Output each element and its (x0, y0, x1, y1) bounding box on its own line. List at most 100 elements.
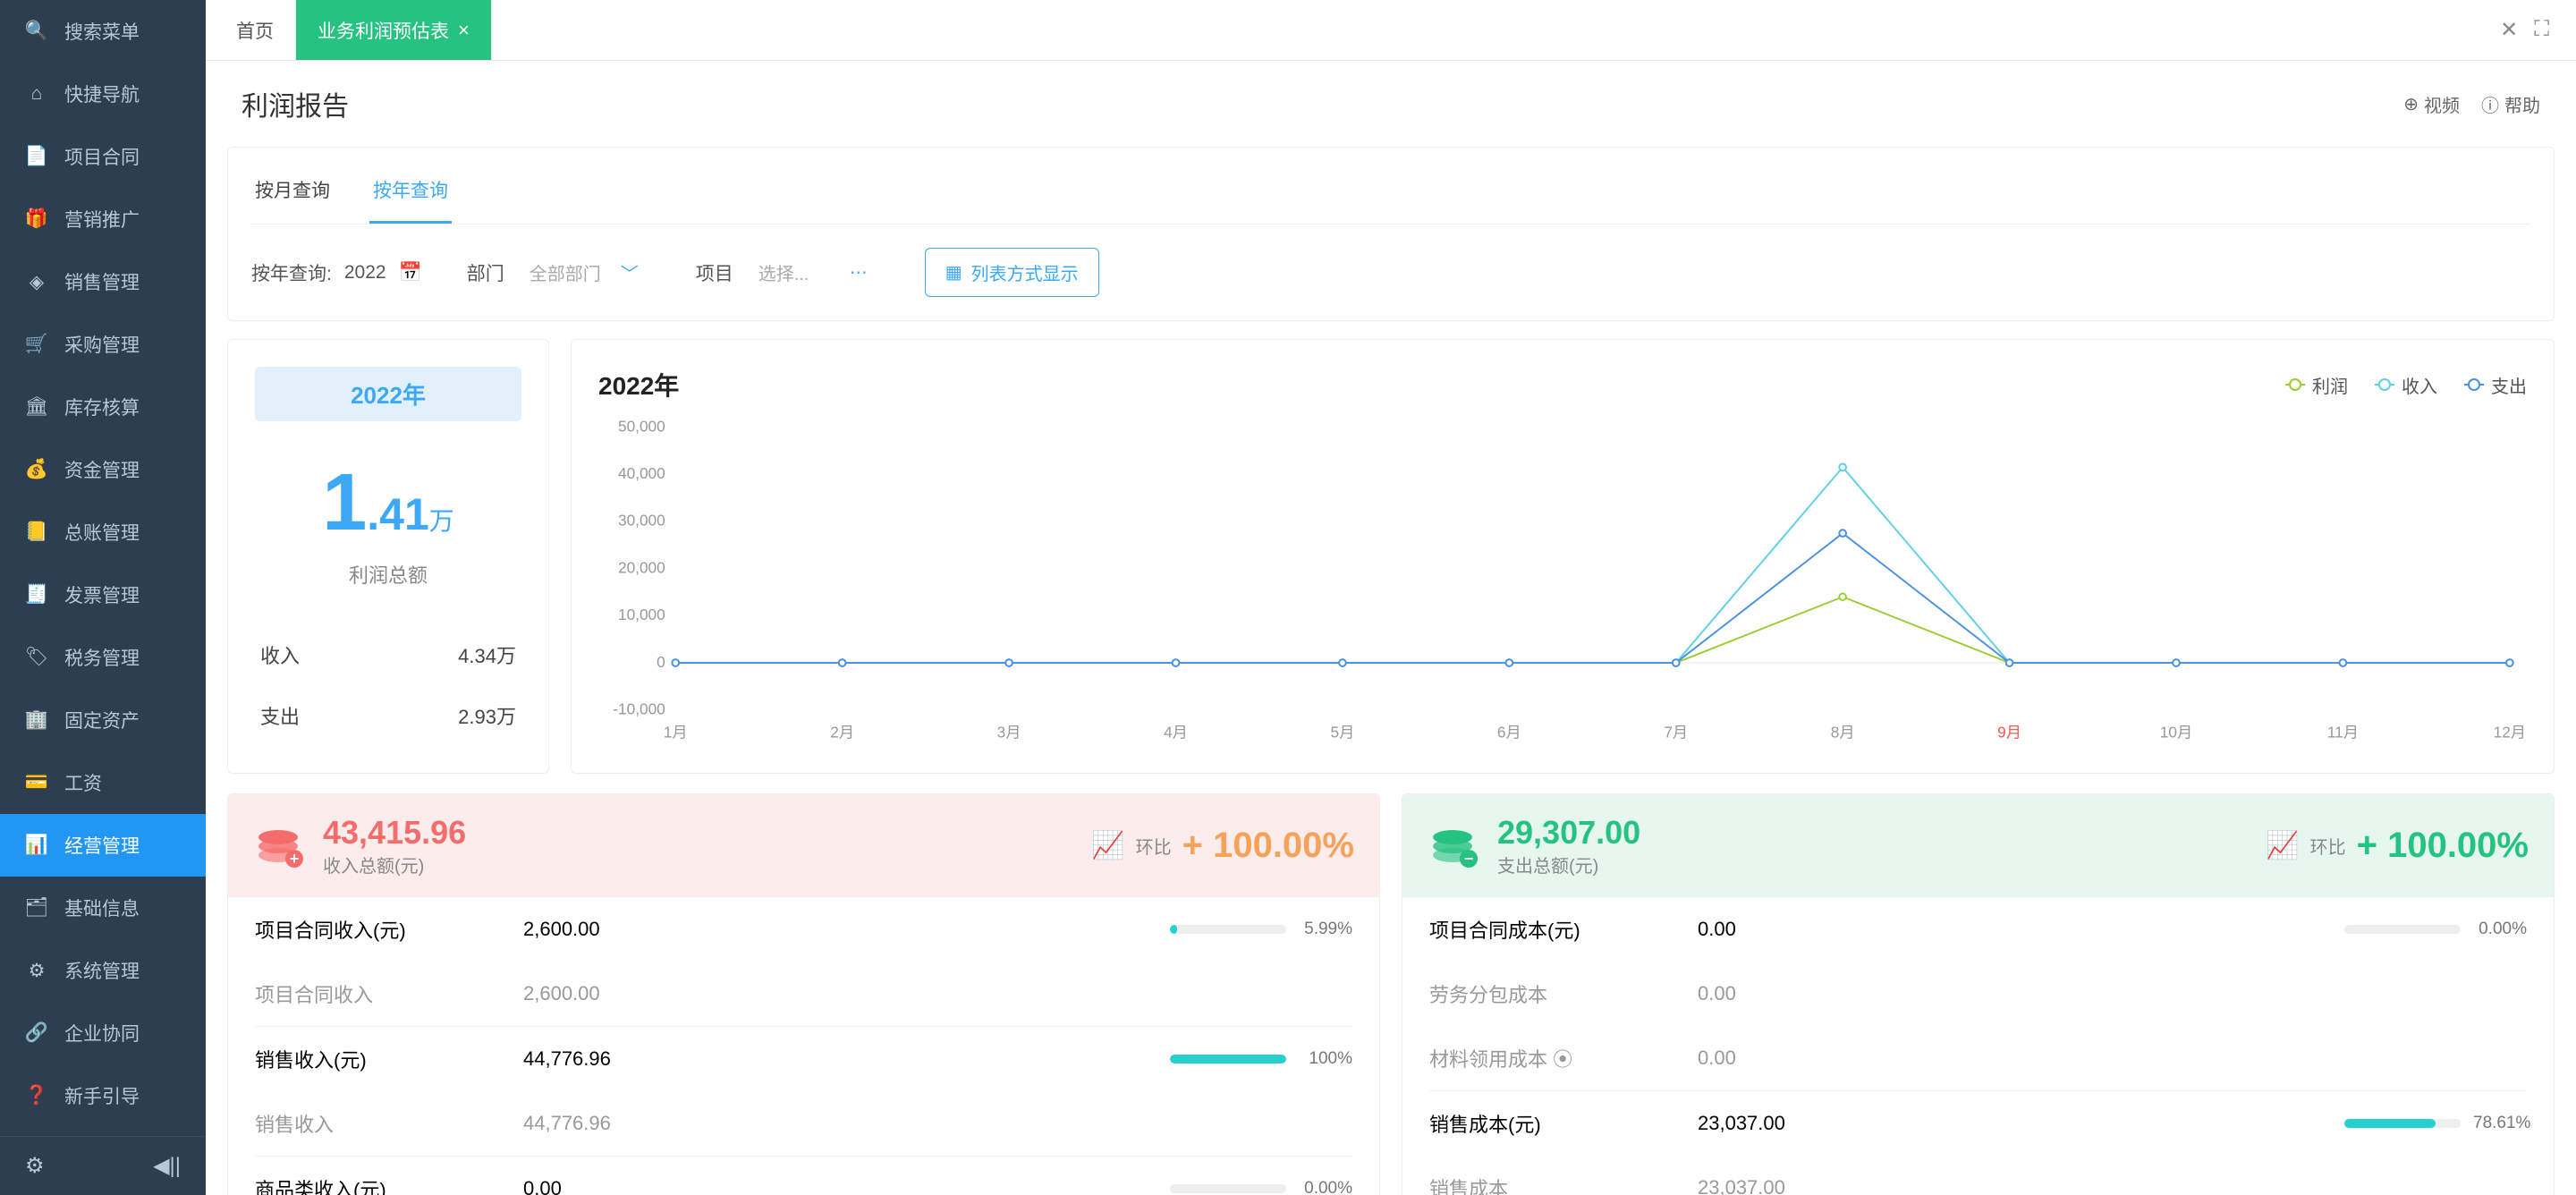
profit-total-value: 1.41万 (255, 457, 521, 549)
sidebar-item-label: 搜索菜单 (64, 18, 140, 45)
biz-icon: 📊 (25, 834, 48, 857)
settings-icon[interactable]: ⚙ (25, 1153, 45, 1179)
tax-icon: 🏷 (25, 646, 48, 669)
list-icon: ▦ (945, 261, 962, 284)
tab-by-year[interactable]: 按年查询 (369, 165, 452, 224)
sidebar-item-label: 新手引导 (64, 1082, 140, 1109)
ledger-icon: 📒 (25, 521, 48, 544)
total-amount: 29,307.00 (1497, 814, 1640, 852)
sidebar-item-16[interactable]: 🔗企业协同 (0, 1002, 206, 1064)
svg-text:11月: 11月 (2327, 723, 2359, 741)
row-value: 44,776.96 (523, 1047, 756, 1071)
detail-row: 项目合同收入 2,600.00 (228, 962, 1379, 1026)
sidebar-item-10[interactable]: 🏷税务管理 (0, 626, 206, 689)
row-name: 商品类收入(元) (255, 1174, 523, 1195)
total-amount: 43,415.96 (323, 814, 466, 852)
dept-select[interactable]: 全部部门 ﹀ (517, 252, 651, 292)
sidebar-item-0[interactable]: 🔍 搜索菜单 (0, 0, 206, 63)
summary-card: 2022年 1.41万 利润总额 收入4.34万 支出2.93万 (227, 339, 549, 774)
row-value: 44,776.96 (523, 1112, 756, 1135)
sidebar-item-4[interactable]: ◈销售管理 (0, 250, 206, 313)
gift-icon: 🎁 (25, 208, 48, 231)
list-view-button[interactable]: ▦ 列表方式显示 (925, 248, 1099, 297)
tab-active[interactable]: 业务利润预估表 × (296, 0, 492, 60)
total-label: 收入总额(元) (323, 852, 466, 877)
svg-text:8月: 8月 (1831, 723, 1855, 741)
sidebar-item-3[interactable]: 🎁 营销推广 (0, 188, 206, 250)
year-badge: 2022年 (255, 367, 521, 421)
row-pct: 0.00% (1299, 1179, 1352, 1195)
sidebar-item-17[interactable]: ❓新手引导 (0, 1064, 206, 1127)
sidebar-item-label: 总账管理 (64, 519, 140, 546)
hb-label: 环比 (2310, 833, 2346, 859)
row-name: 项目合同收入(元) (255, 915, 523, 944)
row-value: 0.00 (1698, 982, 1930, 1005)
sidebar-item-7[interactable]: 💰资金管理 (0, 438, 206, 501)
row-value: 0.00 (1698, 918, 1930, 941)
sidebar-item-label: 营销推广 (64, 206, 140, 233)
detail-row: 材料领用成本 ⦿ 0.00 (1402, 1026, 2554, 1090)
expense-detail-card: − 29,307.00支出总额(元) 📈 环比 + 100.00% 项目合同成本… (1402, 793, 2555, 1195)
sidebar-item-11[interactable]: 🏢固定资产 (0, 689, 206, 751)
sidebar-item-label: 经营管理 (64, 832, 140, 859)
sidebar-item-15[interactable]: ⚙系统管理 (0, 939, 206, 1002)
close-icon[interactable]: × (458, 19, 470, 42)
doc-icon: 📄 (25, 145, 48, 168)
row-name: 销售收入 (255, 1109, 523, 1138)
project-select[interactable]: 选择... ⋯ (746, 252, 880, 292)
sidebar-item-label: 销售管理 (64, 268, 140, 295)
sidebar-item-5[interactable]: 🛒 采购管理 (0, 313, 206, 376)
invoice-icon: 🧾 (25, 583, 48, 606)
video-link[interactable]: ⊕视频 (2403, 91, 2460, 117)
sidebar-item-9[interactable]: 🧾发票管理 (0, 564, 206, 626)
summary-income-row: 收入4.34万 (255, 624, 521, 685)
pct-change: + 100.00% (2357, 826, 2529, 866)
calendar-icon[interactable]: 📅 (399, 262, 422, 284)
svg-text:3月: 3月 (997, 723, 1021, 741)
svg-text:7月: 7月 (1664, 723, 1688, 741)
row-name: 销售收入(元) (255, 1045, 523, 1073)
salary-icon: 💳 (25, 771, 48, 794)
row-pct: 0.00% (2473, 920, 2527, 939)
cart-icon: 🛒 (25, 333, 48, 356)
sidebar-item-13[interactable]: 📊 经营管理 (0, 814, 206, 877)
sidebar-item-label: 固定资产 (64, 707, 140, 733)
sidebar-item-1[interactable]: ⌂快捷导航 (0, 63, 206, 125)
svg-text:2月: 2月 (830, 723, 854, 741)
income-detail-card: + 43,415.96收入总额(元) 📈 环比 + 100.00% 项目合同收入… (227, 793, 1380, 1195)
sidebar-item-14[interactable]: 🗂基础信息 (0, 877, 206, 939)
page-title: 利润报告 (242, 84, 349, 123)
expand-icon[interactable]: ⛶ (2534, 17, 2549, 43)
dept-label: 部门 (467, 259, 504, 286)
project-label: 项目 (696, 259, 733, 286)
house-icon: 🏛 (25, 395, 48, 419)
row-value: 2,600.00 (523, 982, 756, 1005)
sidebar-item-6[interactable]: 🏛 库存核算 (0, 376, 206, 438)
money-icon: 💰 (25, 458, 48, 481)
profit-total-label: 利润总额 (255, 560, 521, 589)
sidebar-item-2[interactable]: 📄项目合同 (0, 125, 206, 188)
row-name: 销售成本(元) (1429, 1109, 1698, 1138)
chart-card: 2022年 利润收入支出 50,00040,00030,00020,00010,… (571, 339, 2555, 774)
tab-by-month[interactable]: 按月查询 (251, 165, 334, 224)
base-icon: 🗂 (25, 896, 48, 920)
sidebar-item-8[interactable]: 📒 总账管理 (0, 501, 206, 564)
collapse-icon[interactable]: ◀|| (153, 1153, 181, 1179)
row-name: 销售成本 (1429, 1174, 1698, 1195)
sidebar-item-label: 采购管理 (64, 331, 140, 358)
close-tabs-icon[interactable]: ✕ (2500, 17, 2518, 43)
chevron-down-icon: ﹀ (621, 259, 639, 285)
progress-bar (1170, 1055, 1286, 1064)
tab-home[interactable]: 首页 (215, 0, 296, 60)
more-icon: ⋯ (850, 261, 868, 284)
search-icon: 🔍 (25, 20, 48, 43)
sidebar-item-label: 库存核算 (64, 394, 140, 420)
detail-row: 销售成本(元) 23,037.00 78.61% (1402, 1091, 2554, 1156)
home-icon: ⌂ (25, 82, 48, 106)
help-link[interactable]: ⓘ帮助 (2481, 91, 2540, 117)
detail-header: − 29,307.00支出总额(元) 📈 环比 + 100.00% (1402, 794, 2554, 897)
chart-title: 2022年 (598, 367, 679, 403)
corp-icon: 🔗 (25, 1021, 48, 1045)
sidebar-item-12[interactable]: 💳工资 (0, 751, 206, 814)
progress-bar (2344, 925, 2461, 934)
